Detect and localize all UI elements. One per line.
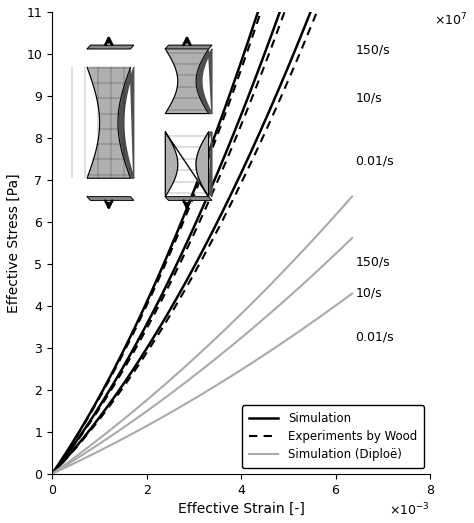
Text: $\times 10^{7}$: $\times 10^{7}$ [434,12,467,29]
Legend: Simulation, Experiments by Wood, Simulation (Diploë): Simulation, Experiments by Wood, Simulat… [242,405,424,468]
Text: 10/s: 10/s [356,92,382,105]
Text: 150/s: 150/s [356,43,390,56]
Text: 10/s: 10/s [356,287,382,300]
Text: $\times 10^{-3}$: $\times 10^{-3}$ [389,502,430,518]
Text: 0.01/s: 0.01/s [356,154,394,167]
Y-axis label: Effective Stress [Pa]: Effective Stress [Pa] [7,173,21,313]
Text: 150/s: 150/s [356,255,390,268]
X-axis label: Effective Strain [-]: Effective Strain [-] [178,502,304,516]
Text: 0.01/s: 0.01/s [356,331,394,344]
